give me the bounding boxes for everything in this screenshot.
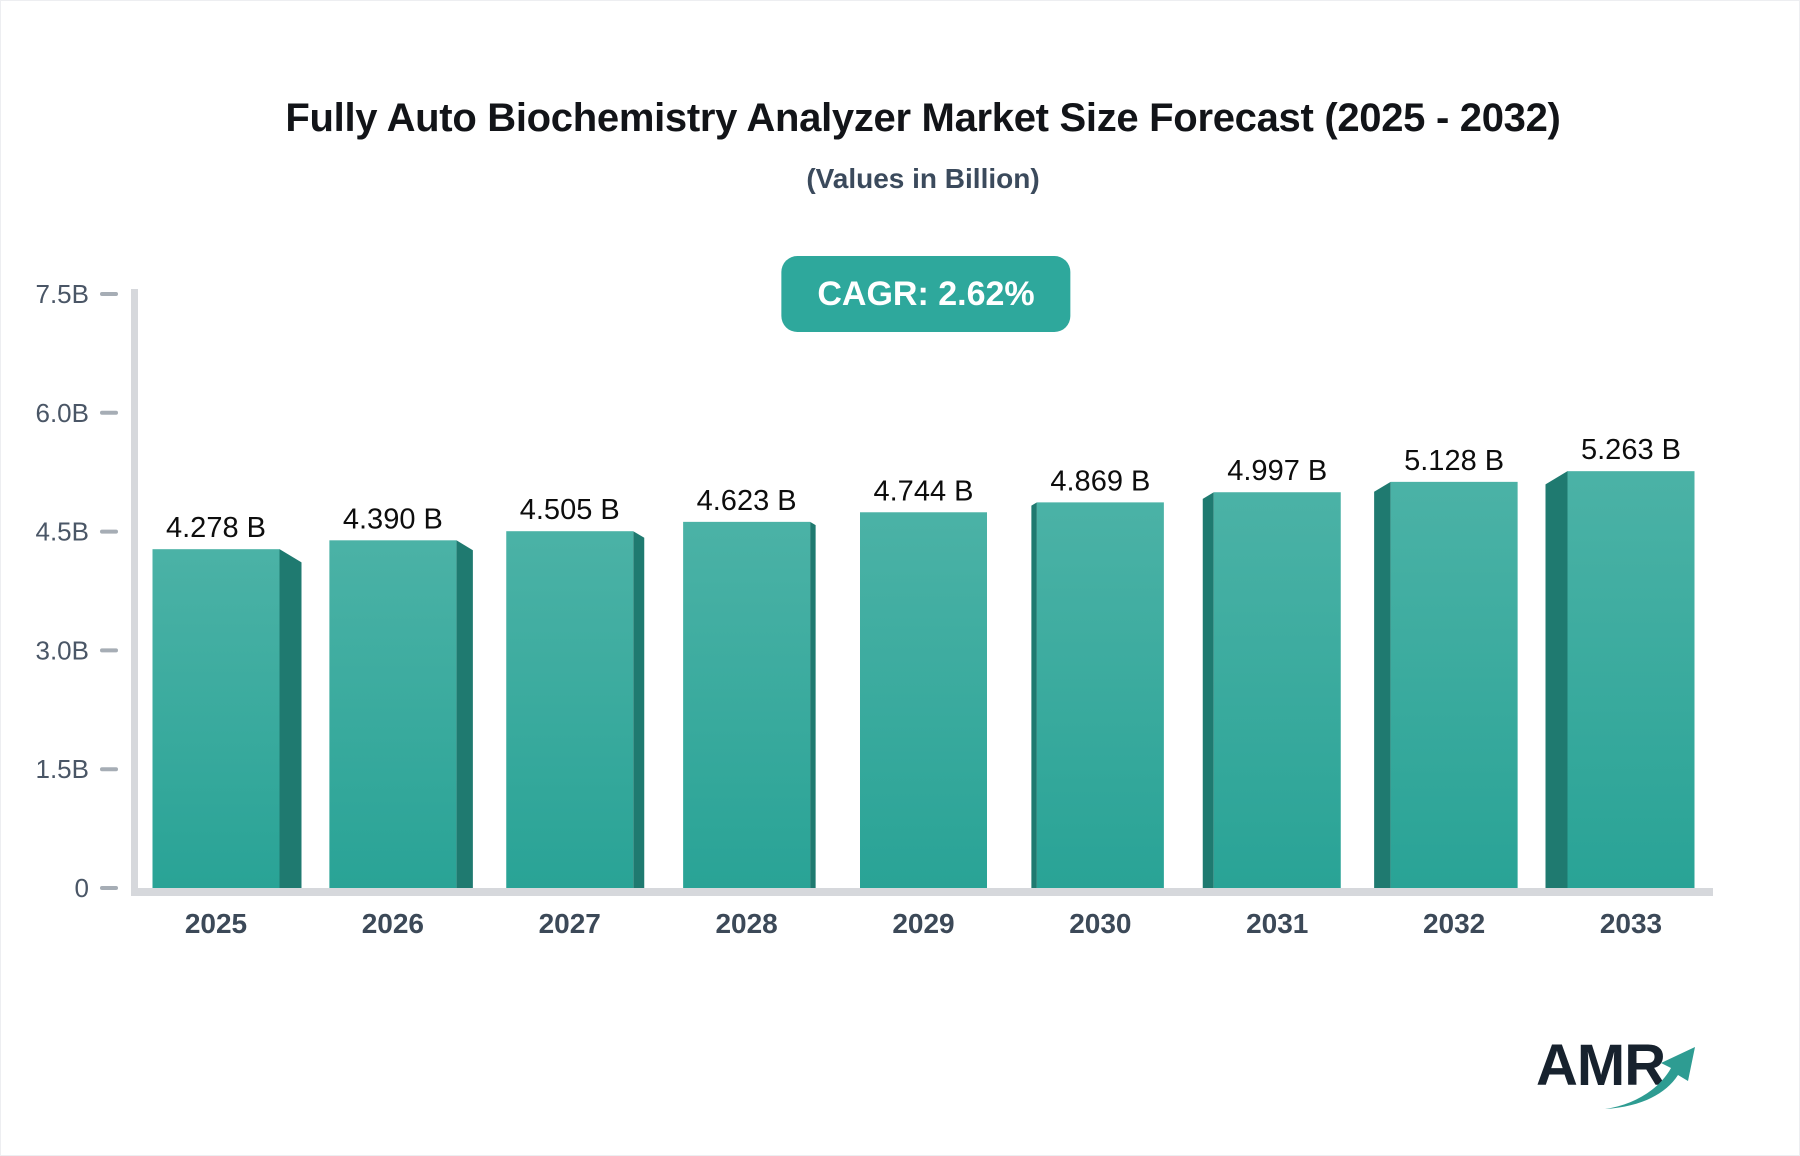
bar-face xyxy=(1213,492,1341,888)
x-axis-category-label: 2031 xyxy=(1246,908,1308,939)
bar-group-2029: 4.744 B 2029 xyxy=(860,475,987,939)
x-axis-category-label: 2033 xyxy=(1600,908,1662,939)
y-tick-label: 4.5B xyxy=(36,517,90,547)
y-axis-line xyxy=(131,289,138,896)
y-tick-label: 0 xyxy=(75,873,89,903)
x-axis-line xyxy=(131,888,1713,896)
y-tick-dash xyxy=(100,767,118,772)
chart-title: Fully Auto Biochemistry Analyzer Market … xyxy=(285,96,1561,140)
bar-side-panel xyxy=(1374,481,1391,888)
x-axis-category-label: 2030 xyxy=(1069,908,1131,939)
y-tick-label: 7.5B xyxy=(36,279,90,309)
bar-group-2028: 4.623 B 2028 xyxy=(683,485,816,939)
bar-value-label: 4.869 B xyxy=(1050,465,1150,497)
x-axis-category-label: 2026 xyxy=(362,908,424,939)
bar-face xyxy=(506,531,634,888)
y-tick-label: 1.5B xyxy=(36,754,90,784)
bar-side-panel xyxy=(1545,471,1568,888)
bar-side-panel xyxy=(810,521,816,888)
y-tick-dash xyxy=(100,886,118,890)
bar-face xyxy=(860,512,987,888)
bar-side-panel xyxy=(1202,492,1214,888)
bar-face xyxy=(152,549,280,888)
y-tick-label: 3.0B xyxy=(36,635,90,665)
bar-side-panel xyxy=(1031,502,1037,888)
y-tick-dash xyxy=(100,648,118,653)
bar-value-label: 5.263 B xyxy=(1581,434,1681,466)
y-tick-label: 6.0B xyxy=(36,398,90,428)
bar-side-panel xyxy=(456,540,473,888)
bar-value-label: 4.278 B xyxy=(166,512,266,544)
x-axis-category-label: 2025 xyxy=(185,908,247,939)
bar-group-2030: 4.869 B 2030 xyxy=(1031,465,1164,939)
bar-face xyxy=(329,540,457,888)
y-tick-dash xyxy=(100,529,118,534)
cagr-badge: CAGR: 2.62% xyxy=(781,256,1071,332)
bar-value-label: 4.997 B xyxy=(1227,455,1327,487)
x-axis-category-label: 2027 xyxy=(539,908,601,939)
bar-value-label: 4.505 B xyxy=(520,494,620,526)
bar-group-2025: 4.278 B 2025 xyxy=(152,512,302,939)
bar-face xyxy=(1390,481,1518,888)
logo-text: AMR xyxy=(1536,1033,1666,1098)
bar-value-label: 4.744 B xyxy=(874,475,974,507)
growth-arrow-icon xyxy=(1605,1047,1695,1109)
bar-group-2027: 4.505 B 2027 xyxy=(506,494,645,939)
bar-face xyxy=(1567,471,1695,888)
bar-group-2033: 5.263 B 2033 xyxy=(1545,434,1695,939)
chart-subtitle: (Values in Billion) xyxy=(806,163,1040,194)
y-tick-dash xyxy=(100,292,118,296)
bar-face xyxy=(1036,502,1164,888)
bar-group-2031: 4.997 B 2031 xyxy=(1202,455,1341,939)
bar-face xyxy=(683,521,811,888)
bar-side-panel xyxy=(279,549,302,888)
bar-group-2032: 5.128 B 2032 xyxy=(1374,445,1518,939)
x-axis-category-label: 2028 xyxy=(715,908,777,939)
bar-side-panel xyxy=(633,531,645,888)
x-axis-category-label: 2032 xyxy=(1423,908,1485,939)
bar-value-label: 4.623 B xyxy=(697,485,797,517)
x-axis-category-label: 2029 xyxy=(892,908,954,939)
bar-group-2026: 4.390 B 2026 xyxy=(329,503,473,939)
bar-value-label: 5.128 B xyxy=(1404,445,1504,477)
bar-value-label: 4.390 B xyxy=(343,503,443,535)
y-tick-dash xyxy=(100,410,118,415)
